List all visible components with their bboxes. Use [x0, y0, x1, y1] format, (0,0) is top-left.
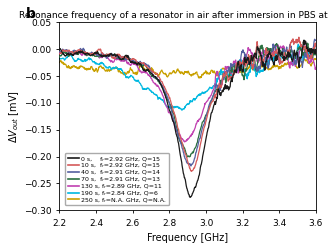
Text: b: b	[26, 7, 36, 21]
Y-axis label: $\Delta V_{out}$ [mV]: $\Delta V_{out}$ [mV]	[7, 90, 21, 143]
Title: Resonance frequency of a resonator in air after immersion in PBS at 37 °C: Resonance frequency of a resonator in ai…	[19, 11, 330, 20]
X-axis label: Frequency [GHz]: Frequency [GHz]	[147, 233, 228, 243]
Legend: 0 s,    fᵣ=2.92 GHz, Q=15, 10 s,  fᵣ=2.92 GHz, Q=15, 40 s,  fᵣ=2.91 GHz, Q=14, 7: 0 s, fᵣ=2.92 GHz, Q=15, 10 s, fᵣ=2.92 GH…	[65, 153, 169, 205]
